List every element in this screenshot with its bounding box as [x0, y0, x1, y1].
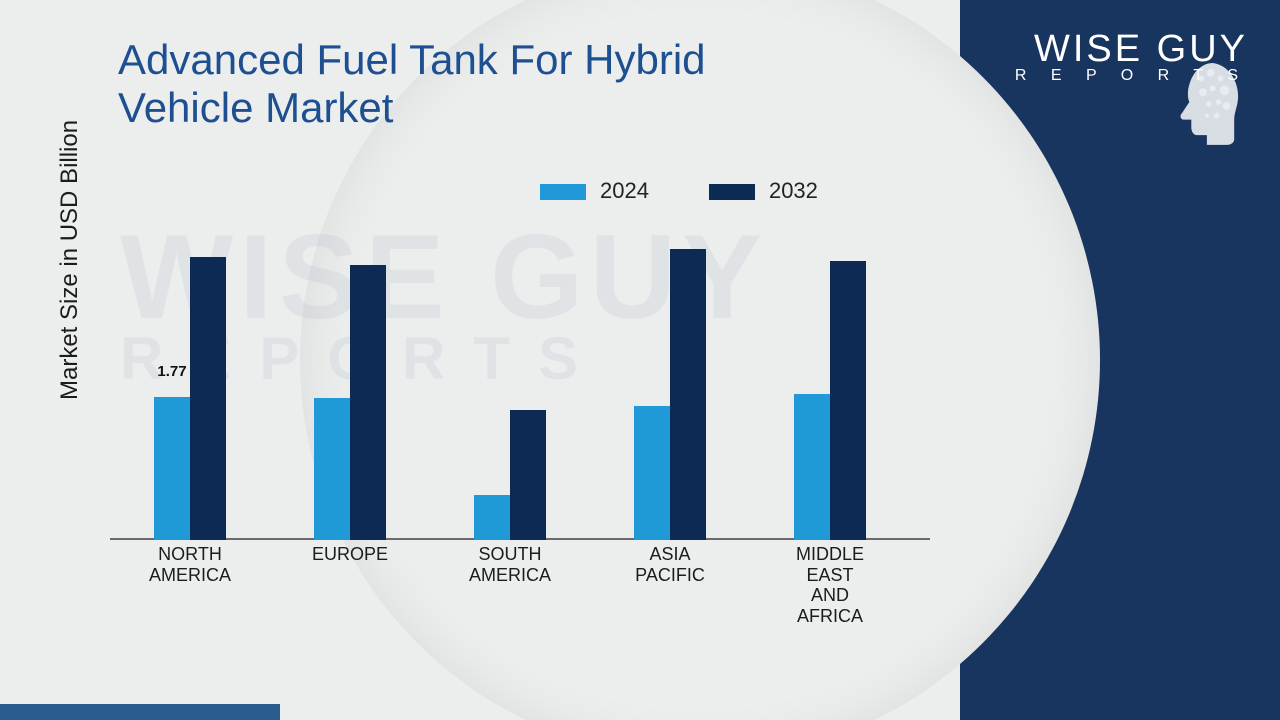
x-axis-label: SOUTHAMERICA — [440, 544, 580, 585]
bar-2024 — [794, 394, 830, 540]
bar-2032 — [670, 249, 706, 540]
value-label: 1.77 — [157, 363, 186, 380]
legend-swatch-2024 — [540, 184, 586, 200]
brain-head-icon — [1164, 58, 1242, 148]
x-axis-label: MIDDLEEASTANDAFRICA — [760, 544, 900, 627]
bar-2032 — [350, 265, 386, 540]
x-axis-label: NORTHAMERICA — [120, 544, 260, 585]
bar-2024 — [154, 397, 190, 540]
bar-2032 — [830, 261, 866, 540]
x-axis-label: ASIAPACIFIC — [600, 544, 740, 585]
brand-logo: WISE GUY R E P O R T S — [1015, 28, 1248, 85]
bar-2032 — [510, 410, 546, 540]
x-axis-label: EUROPE — [280, 544, 420, 565]
legend-swatch-2032 — [709, 184, 755, 200]
bar-2032 — [190, 257, 226, 540]
bar-2024 — [634, 406, 670, 540]
footer-accent-bar — [0, 704, 280, 720]
y-axis-label: Market Size in USD Billion — [56, 120, 84, 400]
plot-area: 1.77 — [110, 200, 930, 540]
bar-chart: 1.77 NORTHAMERICAEUROPESOUTHAMERICAASIAP… — [110, 200, 930, 580]
chart-title: Advanced Fuel Tank For Hybrid Vehicle Ma… — [118, 36, 838, 133]
bar-2024 — [314, 398, 350, 540]
bar-2024 — [474, 495, 510, 540]
canvas: WISE GUY REPORTS WISE GUY R E P O R T S … — [0, 0, 1280, 720]
